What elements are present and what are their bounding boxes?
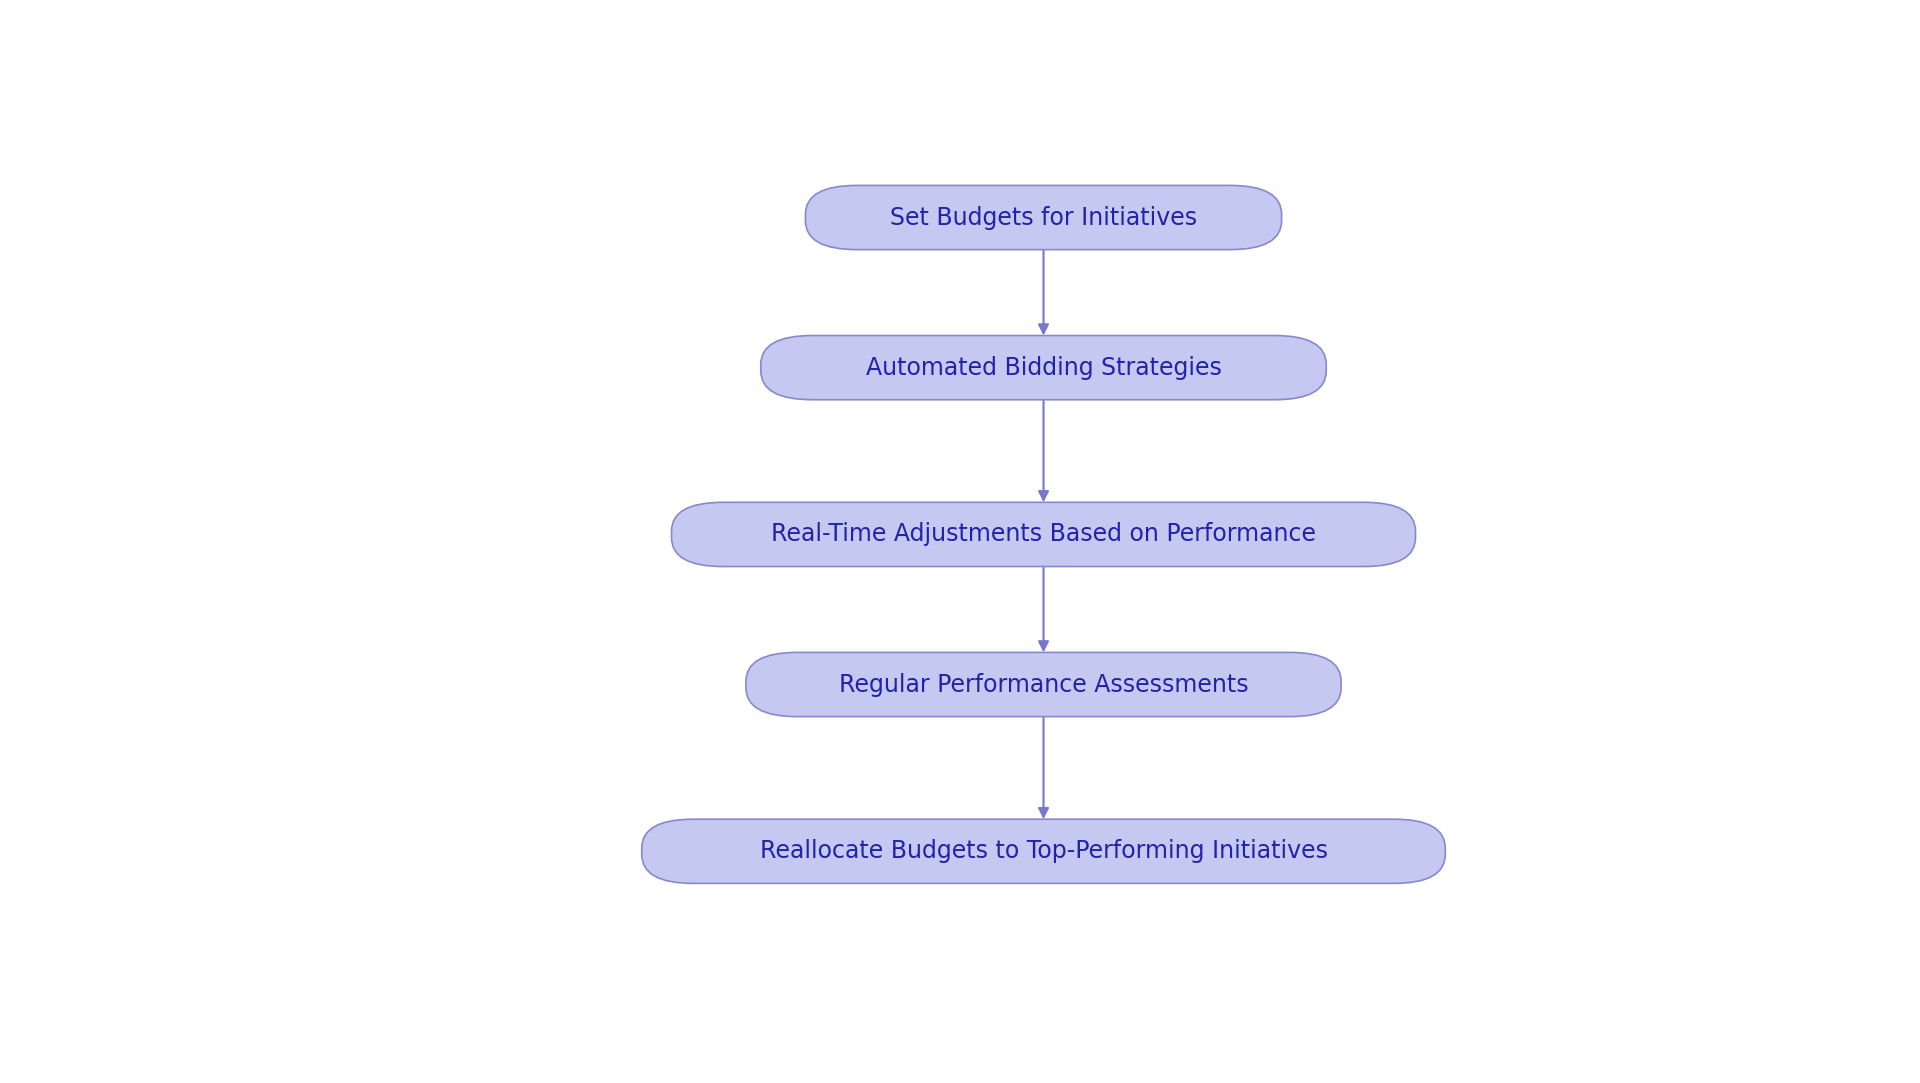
Text: Set Budgets for Initiatives: Set Budgets for Initiatives (891, 206, 1196, 230)
Text: Reallocate Budgets to Top-Performing Initiatives: Reallocate Budgets to Top-Performing Ini… (760, 839, 1327, 863)
Text: Real-Time Adjustments Based on Performance: Real-Time Adjustments Based on Performan… (772, 522, 1315, 547)
FancyBboxPatch shape (641, 819, 1446, 884)
FancyBboxPatch shape (806, 185, 1283, 249)
FancyBboxPatch shape (745, 652, 1340, 717)
FancyBboxPatch shape (760, 336, 1327, 400)
Text: Regular Performance Assessments: Regular Performance Assessments (839, 673, 1248, 696)
FancyBboxPatch shape (672, 503, 1415, 566)
Text: Automated Bidding Strategies: Automated Bidding Strategies (866, 355, 1221, 380)
